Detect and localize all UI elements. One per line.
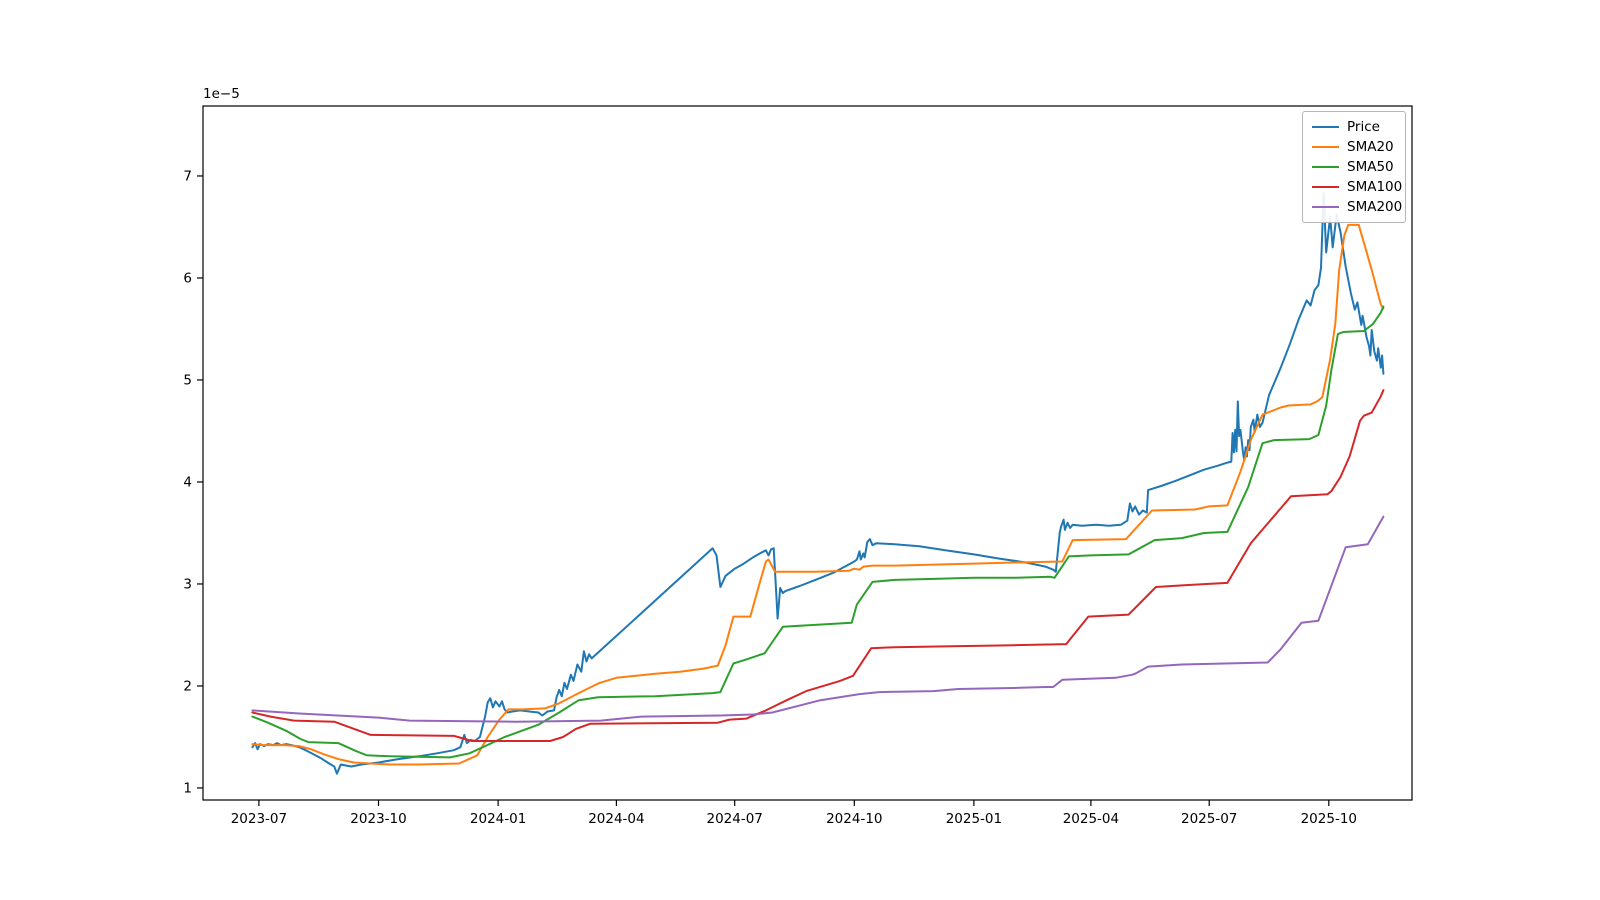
legend-line-sample-sma50 [1312,166,1339,168]
legend-item-sma20: SMA20 [1312,137,1397,157]
legend-label: SMA100 [1347,179,1403,195]
y-tick-label: 1 [183,780,192,796]
y-axis-offset-label: 1e−5 [203,86,240,102]
legend-label: SMA200 [1347,199,1403,215]
x-tick-label: 2025-04 [1063,811,1119,827]
legend-label: SMA50 [1347,159,1394,175]
x-tick-label: 2023-10 [350,811,406,827]
x-tick-label: 2024-10 [826,811,882,827]
y-tick-label: 2 [183,678,192,694]
legend-item-sma50: SMA50 [1312,157,1397,177]
legend-label: Price [1347,119,1380,135]
legend-item-sma200: SMA200 [1312,197,1402,217]
legend-line-sample-sma20 [1312,146,1339,148]
y-tick-label: 3 [183,576,192,592]
x-tick-label: 2025-07 [1181,811,1237,827]
y-tick-label: 4 [183,474,192,490]
axes-layer: 1 2 3 4 5 6 7 2023-07 2023-10 2024-01 2024-04 2024-… [183,105,1413,827]
sma20-line [251,223,1385,766]
x-tick-label: 2023-07 [231,811,287,827]
x-tick-label: 2025-01 [946,811,1002,827]
legend-item-price: Price [1312,117,1397,137]
sma200-line [251,515,1385,723]
x-tick-label: 2024-07 [706,811,762,827]
legend-line-sample-sma100 [1312,186,1339,188]
legend-line-sample-price [1312,126,1339,128]
legend-line-sample-sma200 [1312,206,1339,208]
sma50-line [251,305,1385,759]
sma100-line [251,389,1385,742]
x-tick-label: 2024-04 [588,811,644,827]
y-tick-label: 5 [183,372,192,388]
legend-item-sma100: SMA100 [1312,177,1402,197]
y-tick-label: 6 [183,270,192,286]
series-layer [251,192,1385,775]
legend-label: SMA20 [1347,139,1394,155]
y-tick-label: 7 [183,168,192,184]
plot-frame [202,105,1413,801]
x-tick-label: 2025-10 [1301,811,1357,827]
legend: Price SMA20 SMA50 SMA100 SMA200 [1302,111,1406,223]
x-tick-label: 2024-01 [470,811,526,827]
